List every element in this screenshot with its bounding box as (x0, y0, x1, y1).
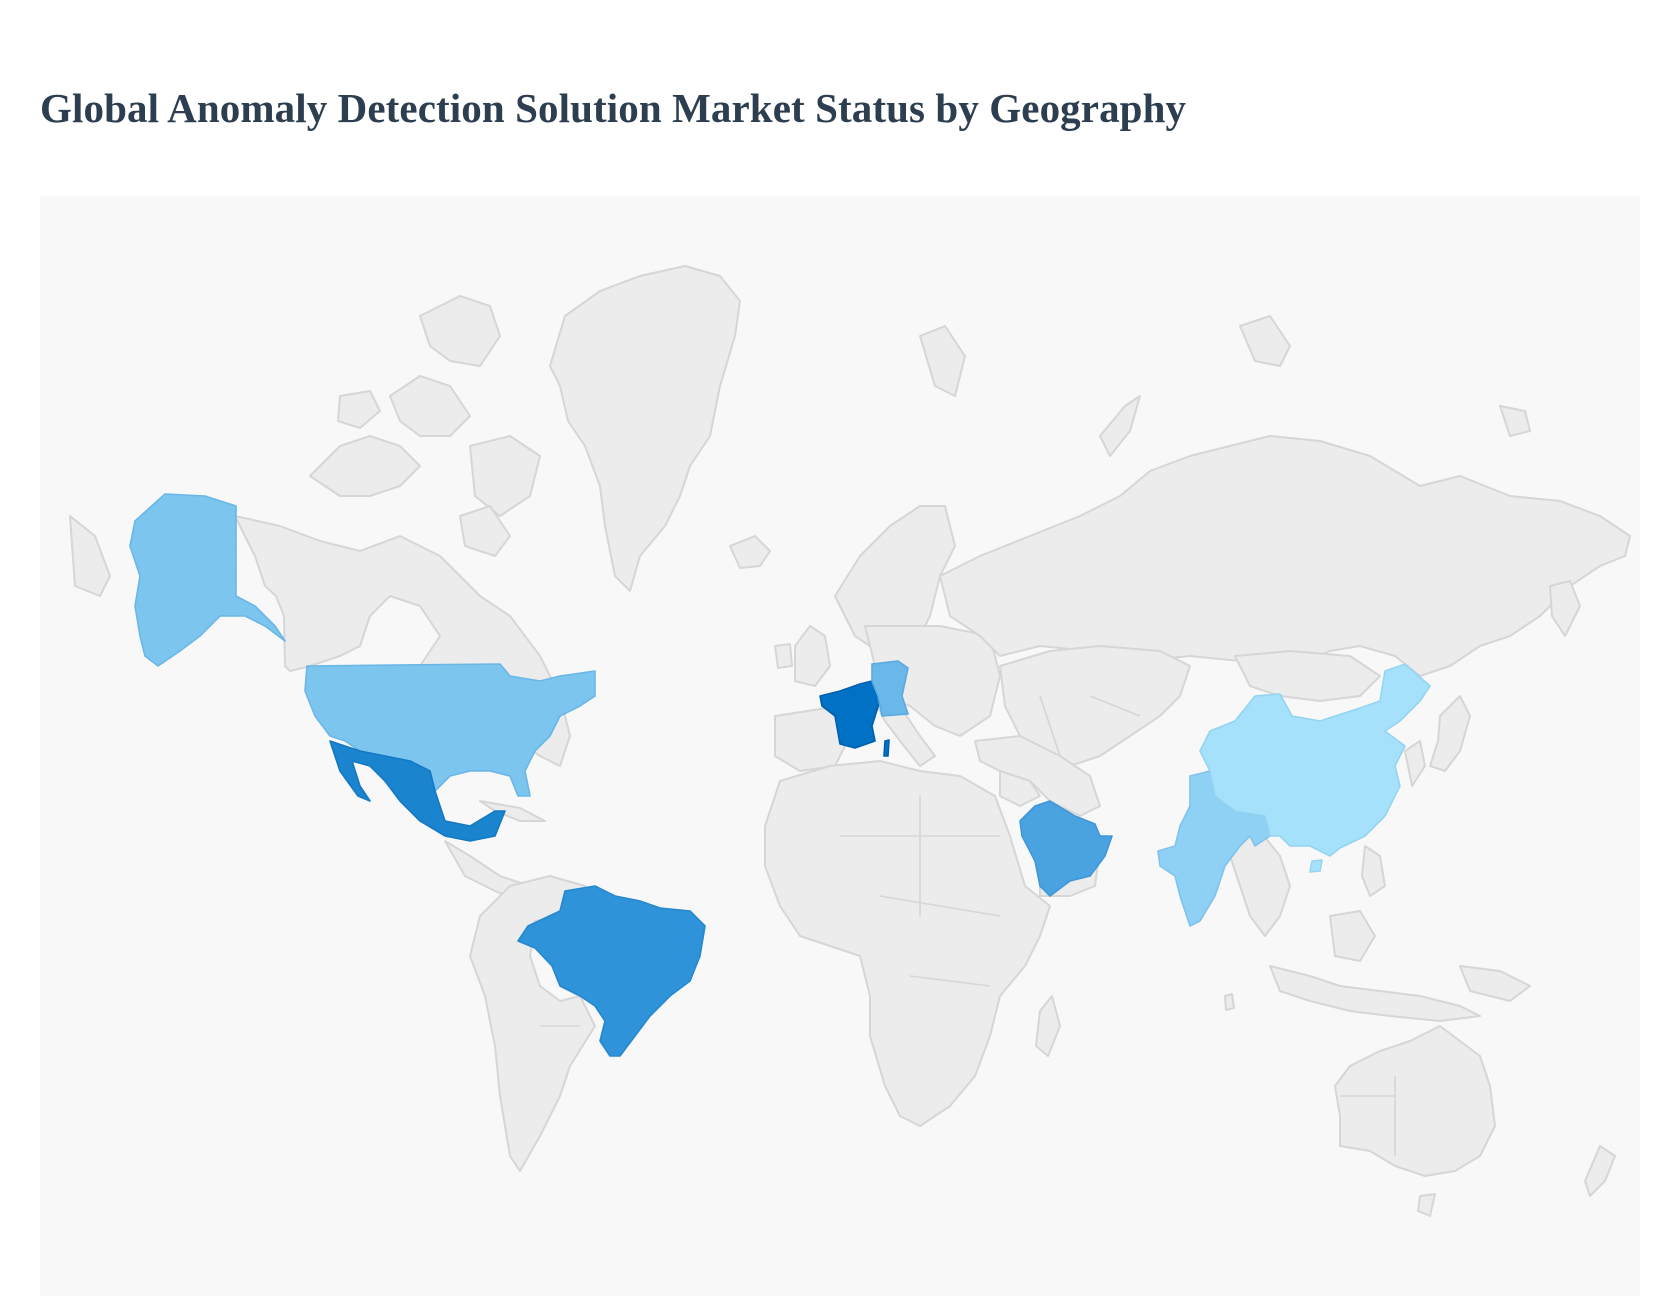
region-russia (939, 435, 1631, 677)
region-united-states[interactable] (304, 663, 596, 797)
region-china[interactable] (1199, 663, 1431, 857)
region-se-asia (1229, 825, 1291, 937)
region-turkey-iran (974, 735, 1101, 817)
region-ireland (774, 643, 793, 669)
region-new-zealand (1584, 1145, 1616, 1197)
world-map-panel[interactable] (40, 196, 1640, 1296)
world-map[interactable] (40, 196, 1640, 1296)
region-corsica[interactable] (883, 739, 890, 757)
region-germany[interactable] (871, 660, 909, 717)
region-canada-islands (309, 435, 421, 497)
region-cuba (479, 800, 546, 822)
region-greenland (549, 265, 741, 592)
region-mexico[interactable] (329, 740, 506, 842)
region-africa (764, 760, 1051, 1127)
region-hainan[interactable] (1309, 859, 1323, 873)
region-indonesia (1269, 965, 1481, 1022)
region-brazil[interactable] (517, 885, 706, 1057)
region-new-guinea (1459, 965, 1531, 1002)
region-australia (1334, 1025, 1496, 1177)
region-mongolia (1234, 650, 1381, 702)
region-borneo (1329, 910, 1376, 962)
chart-title: Global Anomaly Detection Solution Market… (40, 85, 1187, 131)
region-saudi-arabia[interactable] (1019, 800, 1113, 897)
no-data-land (69, 265, 1631, 1217)
region-iraq-syria (999, 770, 1041, 807)
region-philippines (1361, 845, 1386, 897)
region-uk (794, 625, 831, 687)
region-alaska[interactable] (129, 493, 286, 667)
internal-borders (540, 695, 1396, 1156)
highlighted-countries[interactable] (129, 493, 1431, 1057)
region-france[interactable] (819, 680, 883, 749)
region-iceland (729, 535, 771, 569)
region-korea-japan (1404, 740, 1426, 787)
region-madagascar (1035, 995, 1061, 1057)
